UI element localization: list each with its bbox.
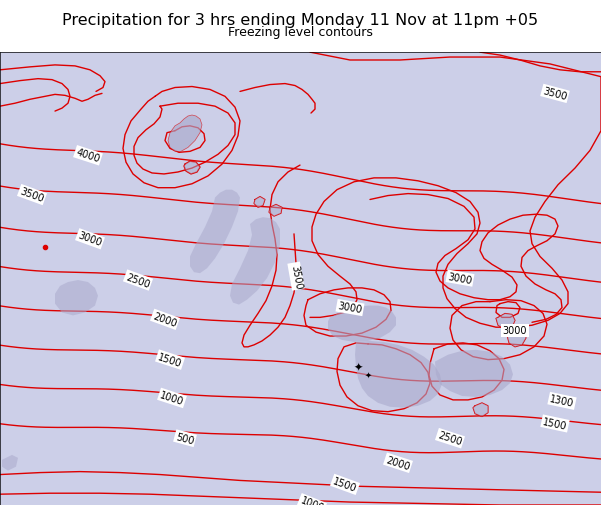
Text: 4: 4 [446,435,450,441]
Text: 3500: 3500 [542,86,568,102]
Polygon shape [254,197,265,208]
Text: 2500: 2500 [437,430,463,447]
Polygon shape [269,205,282,217]
Polygon shape [355,341,442,408]
Polygon shape [496,314,515,329]
Text: ✦: ✦ [364,370,371,379]
Text: 1000: 1000 [159,390,185,407]
Text: 3000: 3000 [337,301,363,315]
Text: 500: 500 [175,431,195,445]
Text: 4000: 4000 [75,147,101,165]
Text: 1000: 1000 [299,495,325,505]
Text: 2000: 2000 [385,454,411,471]
Text: 1500: 1500 [332,476,358,493]
Text: 3500: 3500 [19,186,45,204]
Polygon shape [55,280,98,316]
Polygon shape [328,306,396,342]
Polygon shape [435,350,513,397]
Text: 1500: 1500 [157,351,183,369]
Text: 1300: 1300 [549,394,575,409]
Polygon shape [230,218,280,305]
Text: 3500: 3500 [289,264,303,289]
Text: ✦: ✦ [353,362,362,372]
Text: 3000: 3000 [447,272,473,285]
Text: 3000: 3000 [77,230,103,248]
Polygon shape [507,329,526,347]
Text: 2500: 2500 [124,272,151,289]
Text: Precipitation for 3 hrs ending Monday 11 Nov at 11pm +05: Precipitation for 3 hrs ending Monday 11… [63,13,538,28]
Polygon shape [473,403,488,417]
Text: Freezing level contours: Freezing level contours [228,26,373,39]
Text: 3000: 3000 [503,326,527,335]
Text: 1500: 1500 [542,416,568,431]
Polygon shape [2,455,18,471]
Polygon shape [184,162,200,175]
Text: 2000: 2000 [151,311,178,329]
Polygon shape [168,116,202,152]
Polygon shape [190,190,240,274]
